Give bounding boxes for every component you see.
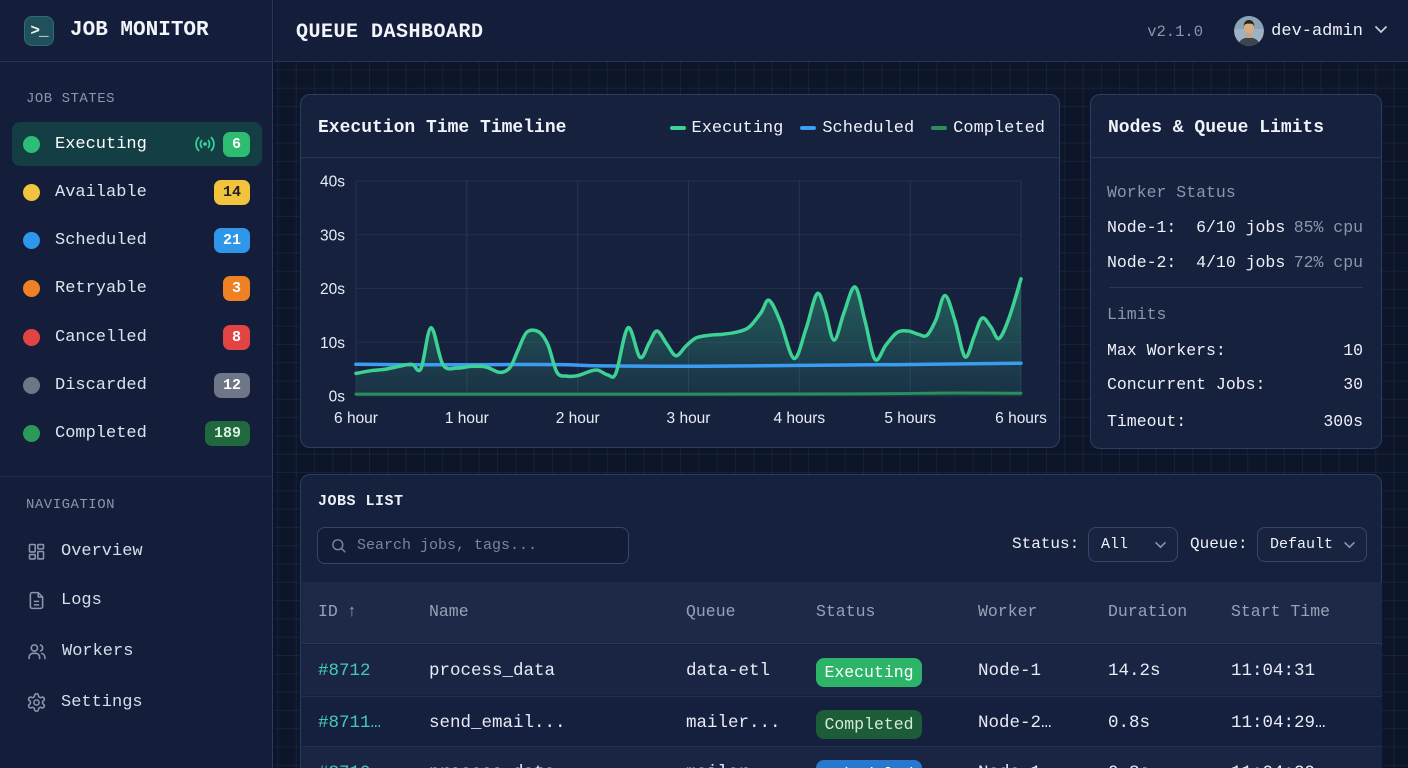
svg-text:2 hour: 2 hour [556,410,600,427]
svg-text:30s: 30s [320,227,345,244]
svg-text:6 hours: 6 hours [995,410,1047,427]
svg-text:5 hours: 5 hours [884,410,936,427]
svg-text:10s: 10s [320,335,345,352]
svg-text:1 hour: 1 hour [445,410,489,427]
svg-text:0s: 0s [329,389,346,406]
svg-text:6 hour: 6 hour [334,410,378,427]
svg-text:40s: 40s [320,174,345,191]
svg-text:20s: 20s [320,281,345,298]
svg-text:3 hour: 3 hour [667,410,711,427]
svg-text:4 hours: 4 hours [773,410,825,427]
